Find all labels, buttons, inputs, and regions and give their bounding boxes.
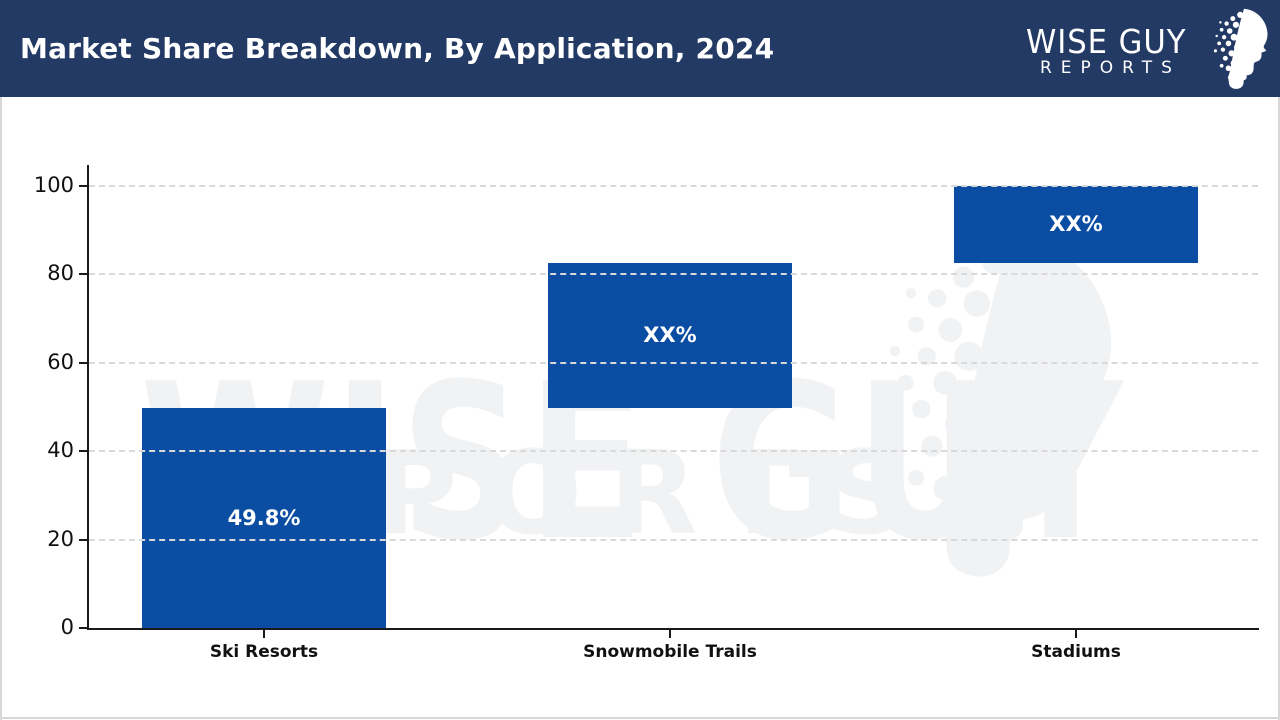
y-axis-tick-100 <box>79 185 88 187</box>
y-axis-tick-60 <box>79 361 88 364</box>
y-axis-tick-label: 100 <box>33 173 74 197</box>
bar-snowmobile-trails: XX% <box>548 262 792 408</box>
y-axis-tick-label: 60 <box>47 349 74 374</box>
y-axis-tick-label: 80 <box>47 261 74 286</box>
x-axis-category-label: Stadiums <box>1031 642 1121 662</box>
gridline-60 <box>89 361 1258 364</box>
y-axis-tick-label: 0 <box>60 615 74 639</box>
page-title: Market Share Breakdown, By Application, … <box>20 32 775 65</box>
bar-value-label: 49.8% <box>227 505 301 530</box>
logo-wordmark: WISE GUY <box>1026 22 1187 61</box>
x-axis-line <box>87 628 1259 630</box>
card-edge-bottom <box>0 717 1280 719</box>
x-axis-tick-1 <box>263 630 265 638</box>
x-axis-category-label: Snowmobile Trails <box>583 642 757 662</box>
header: Market Share Breakdown, By Application, … <box>0 0 1280 97</box>
gridline-20 <box>89 538 1258 541</box>
gridline-40 <box>89 450 1258 453</box>
card-edge-right <box>1278 97 1280 720</box>
y-axis-tick-0 <box>79 627 88 629</box>
gridline-80 <box>89 273 1258 276</box>
x-axis-tick-2 <box>669 630 671 638</box>
dotted-face-icon <box>1213 8 1268 89</box>
wiseguy-logo: WISE GUY REPORTS <box>1026 0 1268 97</box>
bar-stadiums: XX% <box>954 186 1198 263</box>
y-axis-tick-20 <box>79 538 88 541</box>
gridline-100 <box>89 185 1258 187</box>
bar-value-label: XX% <box>1049 212 1103 237</box>
x-axis-tick-3 <box>1075 630 1077 638</box>
y-axis-tick-label: 40 <box>47 438 74 463</box>
bar-ski-resorts: 49.8% <box>142 407 386 628</box>
y-axis-tick-label: 20 <box>47 526 74 551</box>
bar-value-label: XX% <box>643 323 697 348</box>
y-axis-tick-40 <box>79 450 88 453</box>
card-edge-left <box>0 97 2 720</box>
plot-area: 0 20 40 60 80 100 49.8% Ski Resorts XX% Snowmobil… <box>0 97 1280 720</box>
x-axis-category-label: Ski Resorts <box>209 642 319 662</box>
y-axis-line <box>87 165 89 630</box>
y-axis-tick-80 <box>79 273 88 276</box>
logo-subtitle: REPORTS <box>1040 58 1181 78</box>
